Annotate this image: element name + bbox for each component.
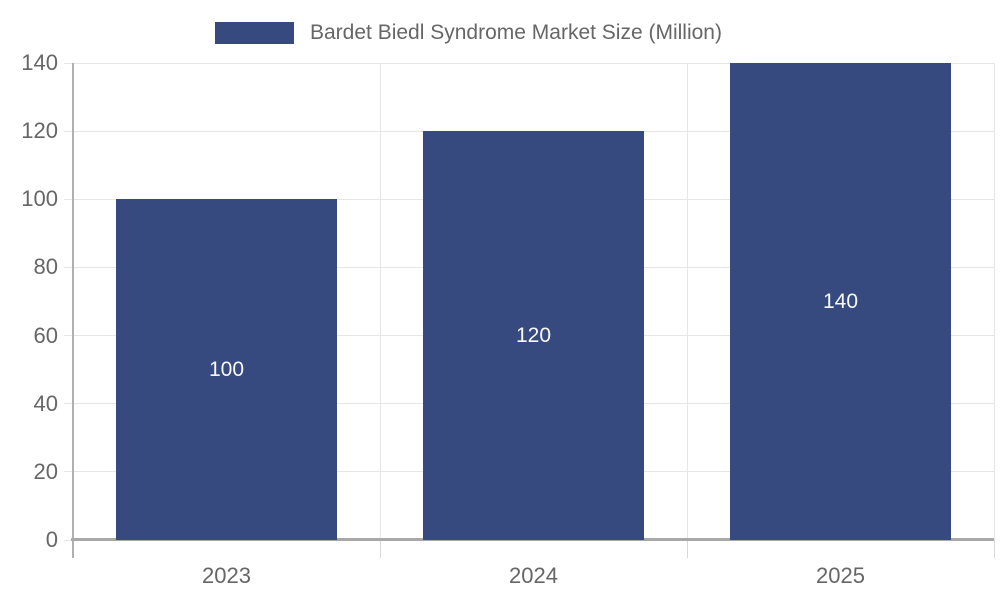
y-tick-label: 40: [33, 390, 58, 416]
x-category-label: 2023: [202, 563, 251, 588]
y-tick-label: 80: [33, 254, 58, 280]
y-axis-line: [72, 63, 74, 558]
y-tick-label: 140: [21, 50, 58, 75]
y-tick-label: 120: [21, 118, 58, 144]
bar-2025[interactable]: [730, 63, 951, 540]
plot-area: 0 20 40 60 80 100 120 140 100 2023 120 2024 140 2025: [21, 50, 995, 588]
gridline-vertical: [379, 63, 381, 540]
y-tick-label: 60: [33, 322, 58, 348]
x-tick: [993, 540, 995, 558]
gridline-horizontal: [73, 62, 994, 64]
x-tick: [686, 540, 688, 558]
legend-swatch: [215, 22, 294, 44]
bar-2024[interactable]: [423, 131, 644, 540]
legend-item[interactable]: Bardet Biedl Syndrome Market Size (Milli…: [215, 21, 722, 45]
legend-label: Bardet Biedl Syndrome Market Size (Milli…: [310, 21, 722, 44]
x-category-label: 2024: [509, 563, 558, 588]
y-tick: [64, 471, 73, 473]
bar-2023[interactable]: [116, 199, 337, 540]
y-tick: [64, 198, 73, 200]
y-tick: [64, 266, 73, 268]
y-tick: [64, 130, 73, 132]
y-tick: [64, 335, 73, 337]
y-tick-label: 20: [33, 458, 58, 484]
gridline-vertical: [993, 63, 995, 540]
y-tick: [64, 403, 73, 405]
y-tick: [64, 539, 73, 541]
y-tick: [64, 62, 73, 64]
x-tick: [379, 540, 381, 558]
gridline-vertical: [686, 63, 688, 540]
y-tick-label: 100: [21, 186, 58, 212]
x-category-label: 2025: [816, 563, 865, 588]
y-tick-label: 0: [45, 527, 58, 552]
